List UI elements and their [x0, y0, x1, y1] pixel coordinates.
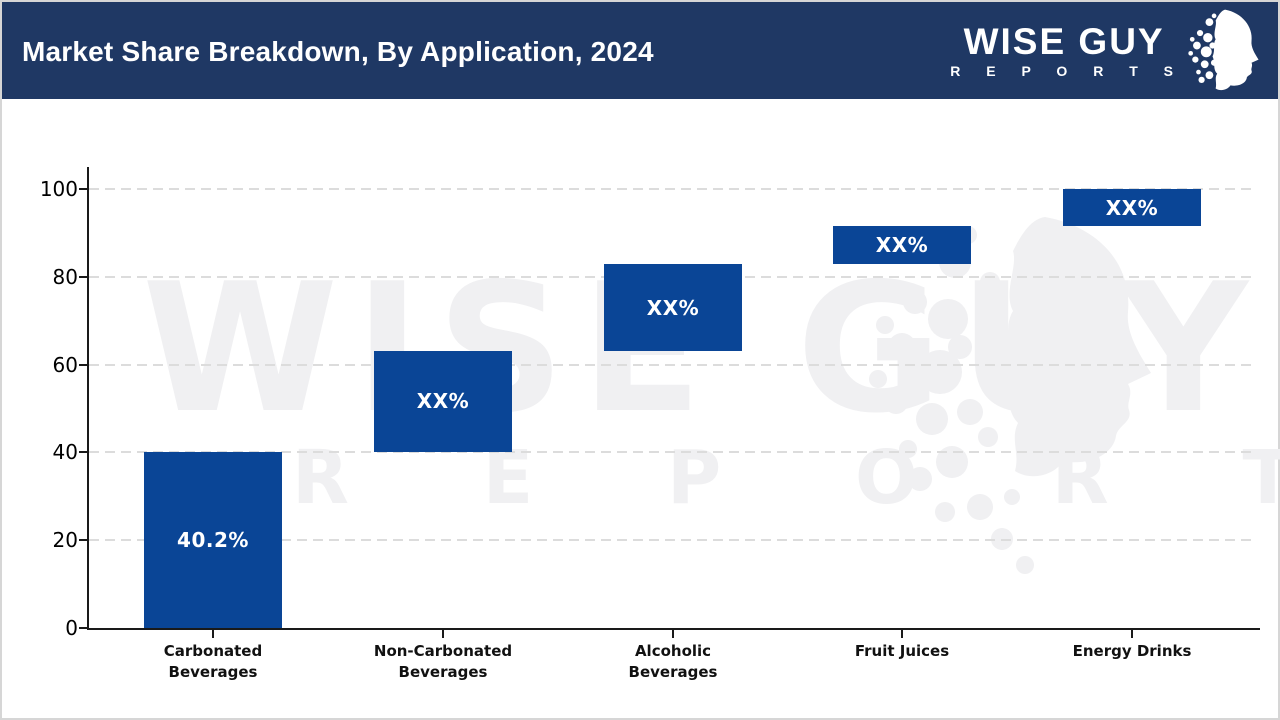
y-tick-label-100: 100 [39, 177, 78, 201]
gridline-20 [89, 539, 1256, 542]
brand-logo: WISE GUY R E P O R T S [944, 8, 1264, 94]
bar-value-label: XX% [646, 295, 700, 320]
watermark-face-silhouette [1003, 217, 1151, 477]
bar-value-label: XX% [416, 389, 470, 414]
bar-segment-5: XX% [1063, 189, 1201, 227]
y-tick-label-80: 80 [52, 264, 78, 289]
header-bar: Market Share Breakdown, By Application, … [2, 2, 1278, 99]
bar-value-label: 40.2% [177, 527, 249, 552]
category-label-5: Energy Drinks [1072, 642, 1192, 660]
bar-segment-4: XX% [833, 226, 971, 264]
gridline-40 [89, 451, 1256, 454]
brand-logo-text: WISE GUY R E P O R T S [944, 22, 1184, 80]
x-tick-mark [901, 630, 903, 638]
category-label-2: Non-Carbonated Beverages [373, 642, 513, 681]
gridline-100 [89, 188, 1256, 190]
category-label-1: Carbonated Beverages [163, 642, 263, 681]
y-tick-mark [79, 627, 87, 629]
y-tick-mark [79, 539, 87, 542]
x-tick-mark [1131, 630, 1133, 638]
x-axis-line [87, 628, 1260, 630]
page-title: Market Share Breakdown, By Application, … [22, 36, 654, 67]
y-tick-label-60: 60 [52, 352, 78, 377]
y-tick-label-0: 0 [65, 616, 78, 640]
gridline-60 [89, 363, 1256, 366]
bar-segment-1: 40.2% [144, 451, 282, 628]
bar-segment-2: XX% [374, 351, 512, 452]
bar-value-label: XX% [1105, 195, 1159, 220]
x-tick-mark [442, 630, 444, 638]
x-tick-mark [672, 630, 674, 638]
brand-subname: R E P O R T S [950, 63, 1184, 79]
category-label-4: Fruit Juices [854, 642, 950, 660]
y-axis-line [87, 167, 89, 630]
y-tick-label-20: 20 [52, 528, 78, 553]
y-tick-label-40: 40 [52, 440, 78, 465]
brand-name: WISE GUY [963, 21, 1165, 62]
head-profile-icon [1186, 8, 1264, 94]
y-tick-mark [79, 275, 87, 278]
y-tick-mark [79, 363, 87, 366]
bar-segment-3: XX% [604, 263, 742, 352]
y-tick-mark [79, 188, 87, 190]
x-tick-mark [212, 630, 214, 638]
bar-value-label: XX% [875, 232, 929, 257]
category-label-3: Alcoholic Beverages [628, 642, 718, 681]
y-tick-mark [79, 451, 87, 454]
